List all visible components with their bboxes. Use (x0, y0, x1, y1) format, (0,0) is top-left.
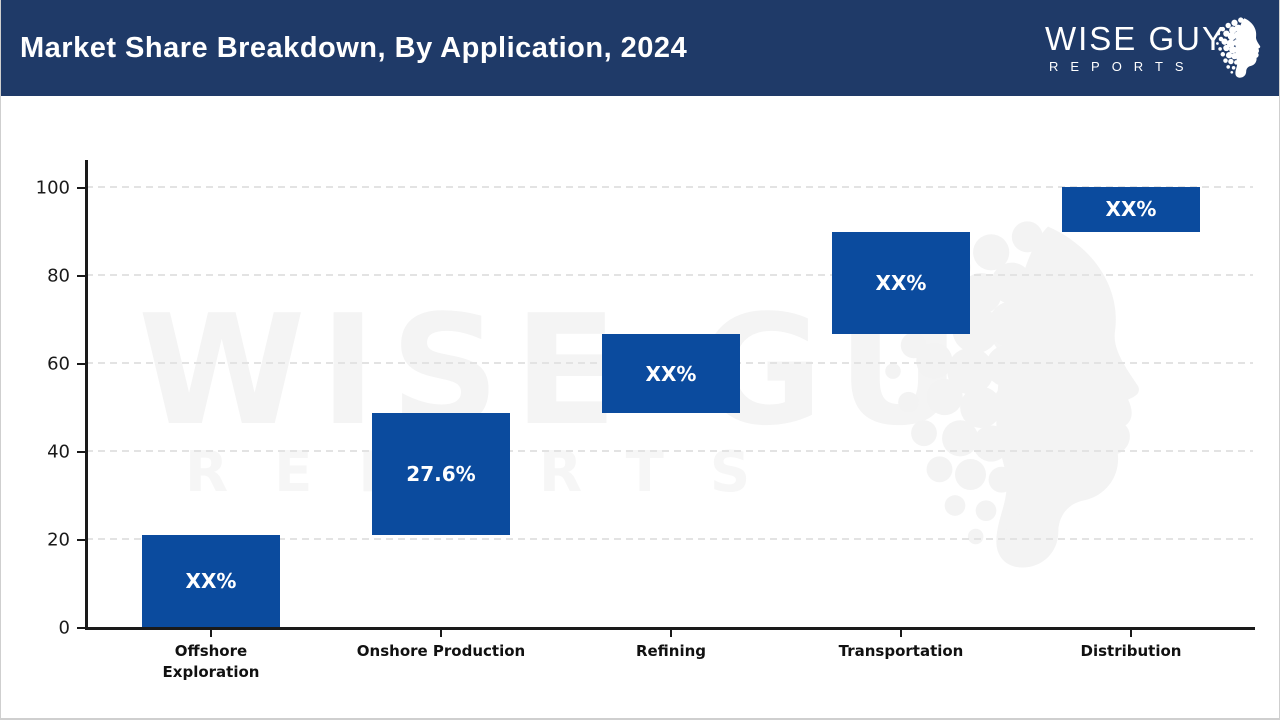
bar-label-refining: XX% (645, 361, 697, 386)
x-tick-mark-refining (670, 629, 672, 637)
header-bar: Market Share Breakdown, By Application, … (0, 0, 1280, 96)
logo-text: WISE GUY REPORTS (1045, 22, 1226, 74)
x-tick-mark-transportation (900, 629, 902, 637)
page-title: Market Share Breakdown, By Application, … (20, 31, 688, 64)
wise-guy-logo: WISE GUY REPORTS (1045, 8, 1266, 88)
y-tick-label-40: 40 (47, 441, 70, 463)
bar-label-distribution: XX% (1105, 197, 1157, 222)
y-tick-mark-0 (77, 627, 85, 629)
y-tick-label-20: 20 (47, 529, 70, 551)
bar-refining: XX% (602, 333, 740, 414)
logo-wordmark: WISE GUY (1044, 20, 1226, 57)
bar-transportation: XX% (832, 231, 970, 334)
category-label-transportation: Transportation (838, 642, 964, 660)
chart-area: 0 20 40 60 80 100 XX% Offshore Exploration 27.6%… (0, 96, 1280, 720)
category-label-onshore-production: Onshore Production (356, 642, 526, 660)
gridline-100 (86, 186, 1253, 188)
bar-label-transportation: XX% (875, 270, 927, 295)
logo-subtitle: REPORTS (1048, 59, 1196, 74)
x-tick-mark-distribution (1130, 629, 1132, 637)
gridline-80 (86, 274, 1253, 276)
y-tick-label-0: 0 (58, 617, 70, 639)
x-tick-mark-onshore-production (440, 629, 442, 637)
y-axis-spine (85, 160, 88, 629)
bar-offshore-exploration: XX% (142, 534, 280, 627)
gridline-20 (86, 538, 1253, 540)
category-label-distribution: Distribution (1080, 642, 1182, 660)
y-tick-mark-100 (77, 187, 85, 189)
wise-guy-head-icon (1216, 17, 1261, 78)
category-label-refining: Refining (635, 642, 707, 660)
bar-distribution: XX% (1062, 187, 1200, 232)
bar-onshore-production: 27.6% (372, 413, 510, 535)
category-label-offshore-exploration: Offshore Exploration (162, 642, 260, 681)
y-tick-label-60: 60 (47, 353, 70, 375)
y-tick-label-100: 100 (35, 177, 70, 199)
y-tick-label-80: 80 (47, 265, 70, 287)
x-tick-mark-offshore-exploration (210, 629, 212, 637)
y-tick-mark-20 (77, 539, 85, 541)
y-tick-mark-80 (77, 275, 85, 277)
bar-label-offshore-exploration: XX% (185, 568, 237, 593)
x-axis-spine (85, 627, 1255, 630)
gridline-40 (86, 450, 1253, 452)
y-tick-mark-60 (77, 363, 85, 365)
bar-label-onshore-production: 27.6% (406, 461, 476, 486)
y-tick-mark-40 (77, 451, 85, 453)
